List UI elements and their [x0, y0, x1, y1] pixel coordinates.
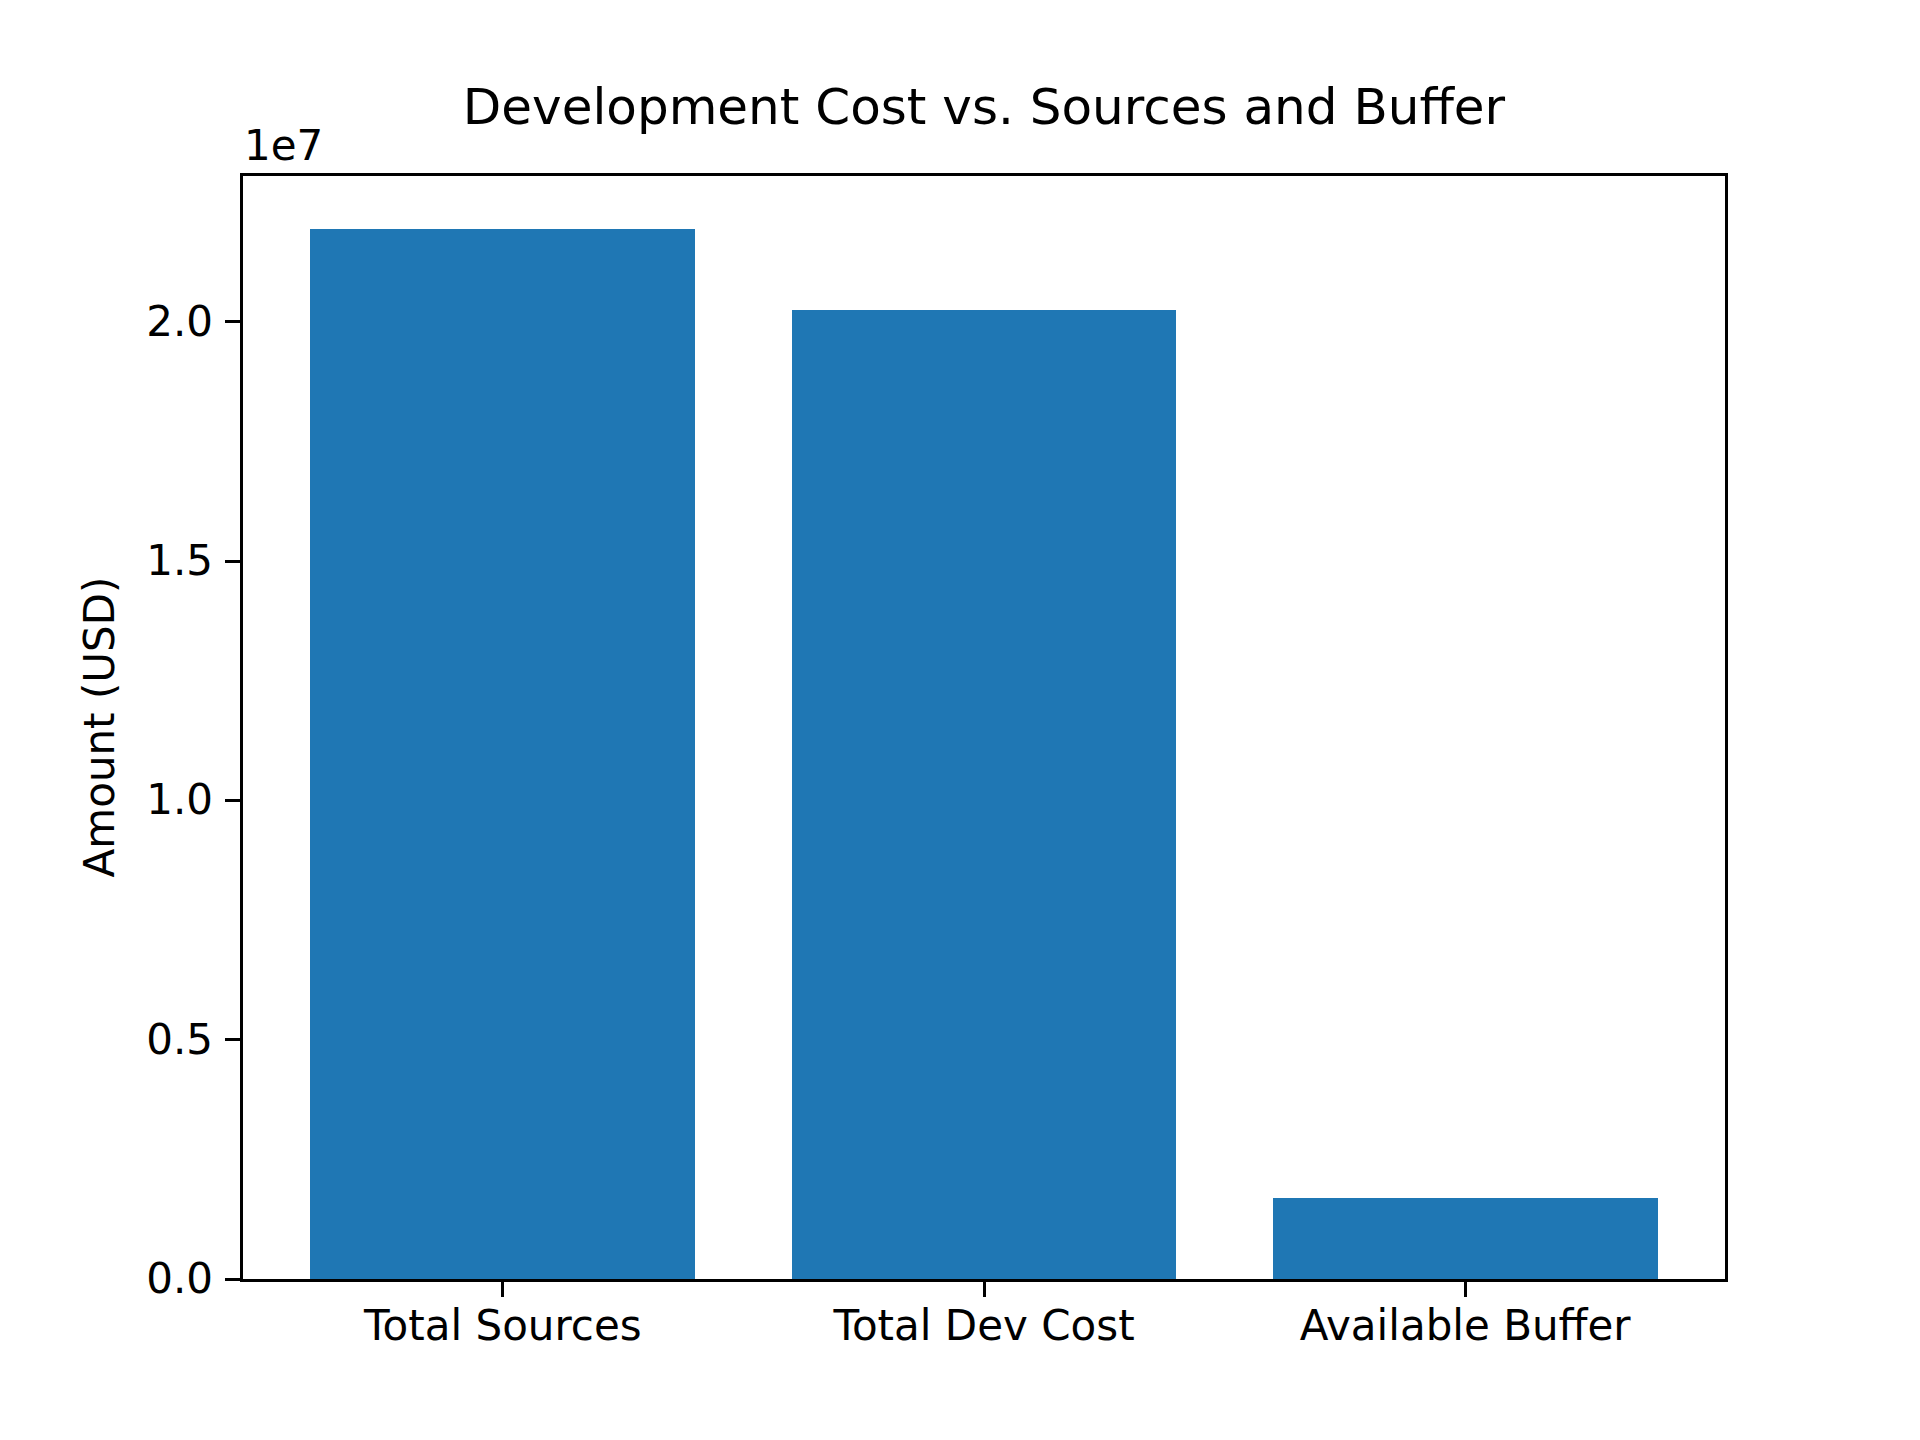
y-tick-label: 1.5 [146, 540, 213, 582]
x-tick-mark [983, 1282, 986, 1297]
y-axis-label: Amount (USD) [79, 577, 121, 878]
x-tick-label-available-buffer: Available Buffer [1300, 1305, 1631, 1347]
x-tick-mark [501, 1282, 504, 1297]
chart-title: Development Cost vs. Sources and Buffer [240, 80, 1728, 135]
y-tick-label: 2.0 [146, 301, 213, 343]
y-tick-mark [225, 560, 240, 563]
y-tick-label: 1.0 [146, 779, 213, 821]
figure: Development Cost vs. Sources and Buffer … [0, 0, 1920, 1440]
y-axis-offset-text: 1e7 [244, 125, 323, 167]
y-tick-mark [225, 1038, 240, 1041]
bar-total-sources [310, 229, 695, 1279]
bar-available-buffer [1273, 1198, 1658, 1279]
y-tick-label: 0.0 [146, 1258, 213, 1300]
plot-area: 0.00.51.01.52.0Total SourcesTotal Dev Co… [240, 173, 1728, 1282]
y-tick-mark [225, 1278, 240, 1281]
bar-total-dev-cost [792, 310, 1177, 1279]
y-tick-label: 0.5 [146, 1019, 213, 1061]
y-tick-mark [225, 799, 240, 802]
x-tick-label-total-sources: Total Sources [364, 1305, 642, 1347]
y-tick-mark [225, 320, 240, 323]
x-tick-label-total-dev-cost: Total Dev Cost [833, 1305, 1134, 1347]
x-tick-mark [1464, 1282, 1467, 1297]
